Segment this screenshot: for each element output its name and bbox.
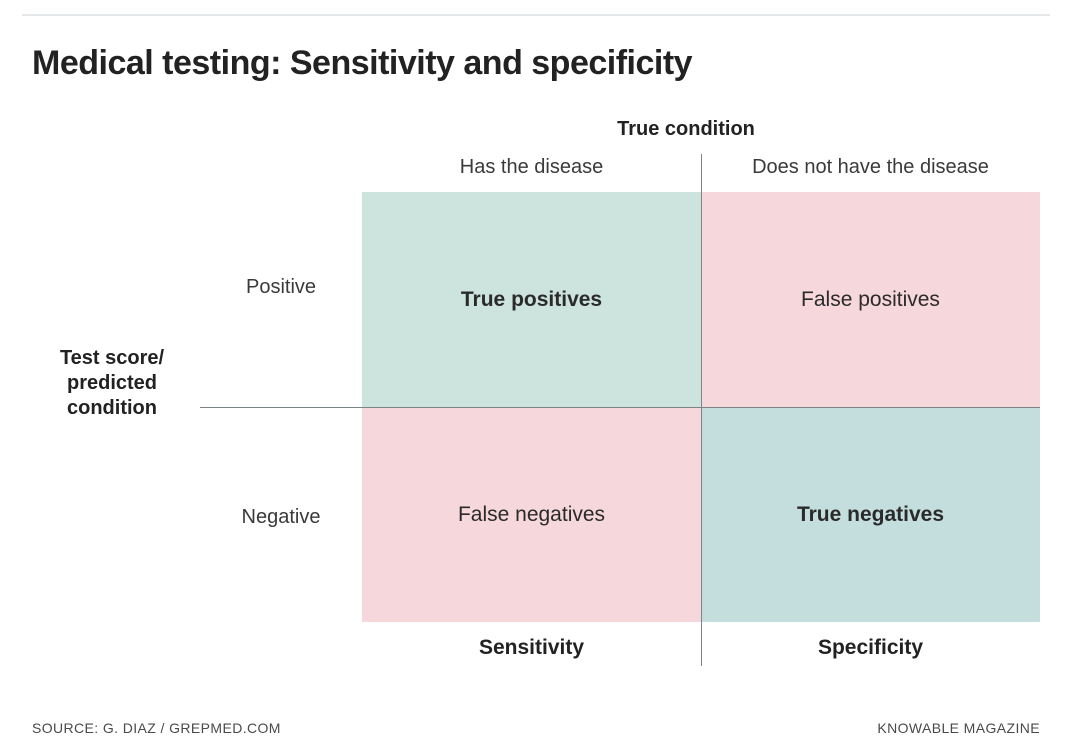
cell-label: True negatives [797, 503, 944, 527]
bottom-labels: Sensitivity Specificity [362, 630, 1040, 660]
cell-false-negatives: False negatives [362, 407, 701, 622]
confusion-matrix-diagram: True condition Has the disease Does not … [32, 118, 1040, 688]
footer: SOURCE: G. DIAZ / GREPMED.COM KNOWABLE M… [32, 720, 1040, 736]
footer-source: SOURCE: G. DIAZ / GREPMED.COM [32, 720, 281, 736]
matrix-grid: True positives False positives False neg… [362, 192, 1040, 622]
row-label-negative: Negative [206, 506, 356, 529]
axis-vertical-line [701, 154, 702, 666]
axis-horizontal-line [200, 407, 1040, 408]
col-header-has-disease: Has the disease [362, 156, 701, 179]
footer-publication: KNOWABLE MAGAZINE [877, 720, 1040, 736]
cell-label: False positives [801, 288, 940, 312]
top-rule [22, 14, 1050, 16]
cell-false-positives: False positives [701, 192, 1040, 407]
cell-true-positives: True positives [362, 192, 701, 407]
bottom-label-sensitivity: Sensitivity [362, 630, 701, 660]
page-title: Medical testing: Sensitivity and specifi… [32, 44, 692, 83]
col-header-no-disease: Does not have the disease [701, 156, 1040, 179]
cell-label: True positives [461, 288, 602, 312]
bottom-label-specificity: Specificity [701, 630, 1040, 660]
cell-true-negatives: True negatives [701, 407, 1040, 622]
axis-label-top: True condition [32, 118, 1040, 141]
source-text: G. DIAZ / GREPMED.COM [103, 720, 281, 736]
axis-label-left: Test score/predicted condition [32, 346, 192, 421]
row-label-positive: Positive [206, 276, 356, 299]
source-prefix: SOURCE: [32, 720, 103, 736]
cell-label: False negatives [458, 503, 605, 527]
